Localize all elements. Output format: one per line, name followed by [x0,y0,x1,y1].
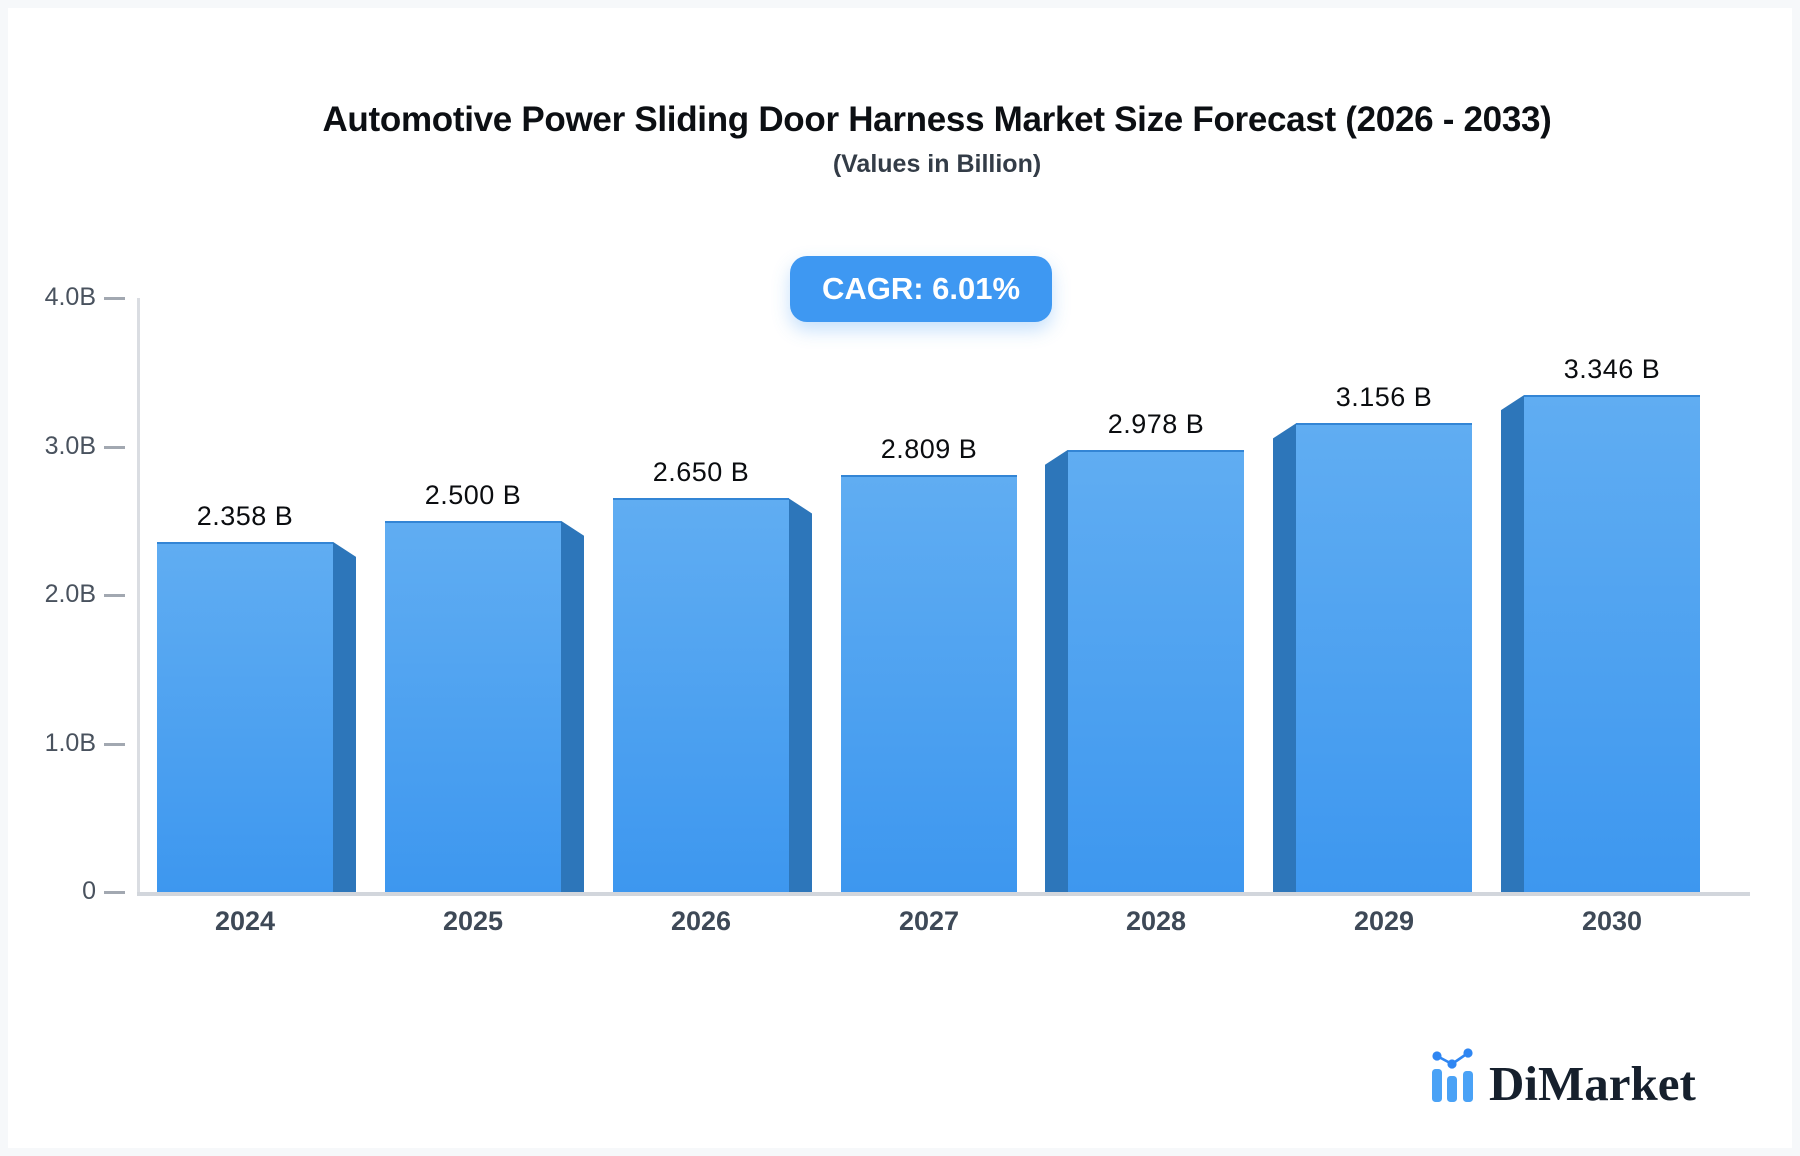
bar-chart-icon [1430,1045,1476,1108]
bar-value-label: 2.809 B [880,433,978,464]
y-tick-label: 2.0B [44,580,96,608]
x-axis-line [137,892,1750,896]
bar-2029[interactable] [1296,423,1472,892]
x-axis-label: 2024 [214,906,276,936]
y-tick-mark [104,594,125,597]
y-tick-mark [104,297,125,300]
bar-value-label: 3.346 B [1563,354,1661,385]
bar-2030[interactable] [1524,395,1700,892]
bar-side-face [1045,449,1068,892]
y-tick-label: 1.0B [44,728,96,757]
x-axis-label: 2027 [898,906,960,936]
bar-2027[interactable] [841,474,1017,892]
x-axis-label: 2026 [670,906,732,936]
brand-logo: DiMarket [1430,1045,1696,1108]
chart-card: Automotive Power Sliding Door Harness Ma… [8,8,1792,1148]
bar-side-face [561,520,584,892]
cagr-badge: CAGR: 6.01% [790,256,1052,322]
x-axis-label: 2025 [442,906,504,936]
y-tick-label: 0 [82,877,96,905]
bar-value-label: 2.650 B [652,457,750,488]
bar-side-face [1273,423,1296,892]
chart-title: Automotive Power Sliding Door Harness Ma… [322,100,1552,139]
x-axis-label: 2029 [1353,906,1415,936]
bar-2026[interactable] [613,498,789,892]
y-axis-line [137,298,140,896]
bar-value-label: 3.156 B [1335,382,1433,413]
bar-side-face [333,541,356,892]
chart-subtitle: (Values in Billion) [832,150,1042,178]
y-tick-mark [104,445,125,449]
bar-2024[interactable] [157,541,333,892]
bar-value-label: 2.978 B [1107,408,1205,439]
bar-2025[interactable] [385,520,561,892]
bar-2028[interactable] [1068,449,1244,892]
y-tick-label: 4.0B [44,283,96,311]
y-tick-label: 3.0B [44,431,96,460]
brand-logo-text: DiMarket [1489,1056,1696,1111]
x-axis-label: 2030 [1581,906,1643,936]
bar-side-face [789,498,812,892]
y-tick-mark [104,891,125,894]
bar-value-label: 2.358 B [196,500,294,531]
bar-side-face [1501,395,1524,892]
y-tick-mark [104,742,125,746]
cagr-badge-label: CAGR: 6.01% [821,271,1021,306]
bar-chart: 4.0B 3.0B 2.0B 1.0B 0 2.358 B 2024 2.500 B 2025 2… [8,8,1792,1148]
x-axis-label: 2028 [1125,906,1187,936]
bar-value-label: 2.500 B [424,479,522,510]
